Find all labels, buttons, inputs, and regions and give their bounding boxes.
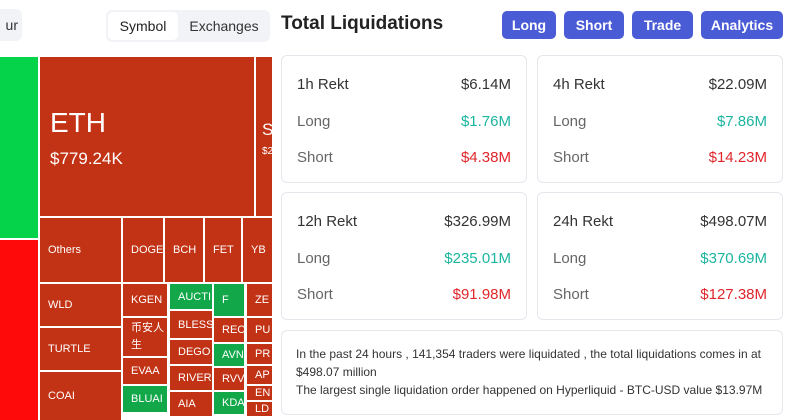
tile[interactable]: EN (247, 386, 272, 400)
stat-card: 24h Rekt $498.07M Long $370.69M Short $127.38… (537, 192, 783, 320)
tile[interactable]: RIVER (170, 366, 212, 390)
summary: In the past 24 hours , 141,354 traders w… (281, 330, 783, 415)
tile[interactable]: BCH (165, 218, 203, 282)
stat-row: 1h Rekt $6.14M (297, 76, 511, 93)
stat-row: Short $127.38M (553, 286, 767, 303)
tile[interactable]: YB (243, 218, 272, 282)
tile[interactable]: 币安人生 (123, 318, 167, 356)
stat-value: $498.07M (700, 213, 767, 230)
tile[interactable]: EVAA (123, 358, 167, 384)
stat-label: 1h Rekt (297, 76, 349, 93)
tile[interactable]: PR (247, 344, 272, 364)
stat-row: Long $370.69M (553, 250, 767, 267)
treemap: ETH $779.24K S $2 Others DOGE BCH FET YB WLD T… (0, 57, 272, 420)
tile[interactable]: WLD (40, 284, 121, 326)
stat-row: Long $1.76M (297, 113, 511, 130)
stat-card: 4h Rekt $22.09M Long $7.86M Short $14.23M (537, 55, 783, 183)
tile[interactable]: PU (247, 318, 272, 342)
tile[interactable]: KDA (214, 392, 244, 414)
tile[interactable] (0, 240, 38, 420)
button[interactable]: Trade (632, 11, 693, 39)
stat-value: $4.38M (460, 149, 511, 166)
stat-label: Short (553, 286, 589, 303)
stat-row: 12h Rekt $326.99M (297, 213, 511, 230)
tile[interactable] (0, 57, 38, 238)
tab[interactable]: Symbol (108, 12, 178, 40)
tile[interactable]: FET (205, 218, 241, 282)
tile[interactable]: TURTLE (40, 328, 121, 370)
tile[interactable]: F (214, 284, 244, 316)
stat-row: Long $7.86M (553, 113, 767, 130)
stat-value: $91.98M (452, 286, 511, 303)
tile-value: $2 (262, 146, 272, 157)
tile[interactable]: DEGO (170, 340, 212, 364)
stat-row: Short $91.98M (297, 286, 511, 303)
stat-label: Long (297, 113, 331, 130)
tile-label: ETH (50, 107, 106, 138)
stat-value: $7.86M (716, 113, 767, 130)
stat-label: Long (297, 250, 331, 267)
stat-value: $22.09M (708, 76, 767, 93)
stat-row: Short $4.38M (297, 149, 511, 166)
stat-label: 24h Rekt (553, 213, 614, 230)
stat-label: Short (297, 286, 333, 303)
stat-row: Short $14.23M (553, 149, 767, 166)
stat-value: $6.14M (460, 76, 511, 93)
tile[interactable]: Others (40, 218, 121, 282)
tile[interactable]: ZE (247, 284, 272, 316)
summary-line: In the past 24 hours , 141,354 traders w… (296, 347, 761, 379)
button[interactable]: Long (502, 11, 556, 39)
stat-label: Long (553, 250, 587, 267)
stat-label: Short (297, 149, 333, 166)
tile[interactable]: AUCTI (170, 284, 212, 309)
tile[interactable]: DOGE (123, 218, 163, 282)
tab[interactable]: Exchanges (189, 18, 259, 34)
tile[interactable]: ETH $779.24K (40, 57, 254, 216)
tile[interactable]: RVV (214, 368, 244, 390)
stat-label: 12h Rekt (297, 213, 358, 230)
tile[interactable]: LD (247, 402, 272, 416)
tile[interactable]: KGEN (123, 284, 167, 316)
tile-value: $779.24K (50, 149, 123, 168)
stat-card: 1h Rekt $6.14M Long $1.76M Short $4.38M (281, 55, 527, 183)
tile[interactable]: AVN (214, 344, 244, 366)
button[interactable]: Analytics (701, 11, 783, 39)
summary-line: The largest single liquidation order hap… (296, 383, 763, 397)
stat-value: $370.69M (700, 250, 767, 267)
tile[interactable]: BLESS (170, 311, 212, 338)
stat-value: $326.99M (444, 213, 511, 230)
tab-partial[interactable]: ur (0, 9, 22, 41)
stat-row: Long $235.01M (297, 250, 511, 267)
stat-label: 4h Rekt (553, 76, 605, 93)
stat-value: $1.76M (460, 113, 511, 130)
tile[interactable]: BLUAI (123, 386, 167, 412)
stat-row: 4h Rekt $22.09M (553, 76, 767, 93)
stat-label: Short (553, 149, 589, 166)
stat-label: Long (553, 113, 587, 130)
button[interactable]: Short (564, 11, 624, 39)
tile-label: S (262, 120, 272, 139)
stat-value: $14.23M (708, 149, 767, 166)
title: Total Liquidations (281, 13, 444, 34)
tile[interactable]: AP (247, 366, 272, 384)
tile[interactable]: S $2 (256, 57, 272, 216)
stat-value: $127.38M (700, 286, 767, 303)
tile[interactable]: AIA (170, 392, 212, 416)
stat-row: 24h Rekt $498.07M (553, 213, 767, 230)
stat-card: 12h Rekt $326.99M Long $235.01M Short $91.98M (281, 192, 527, 320)
stat-value: $235.01M (444, 250, 511, 267)
tile[interactable]: COAI (40, 372, 121, 420)
